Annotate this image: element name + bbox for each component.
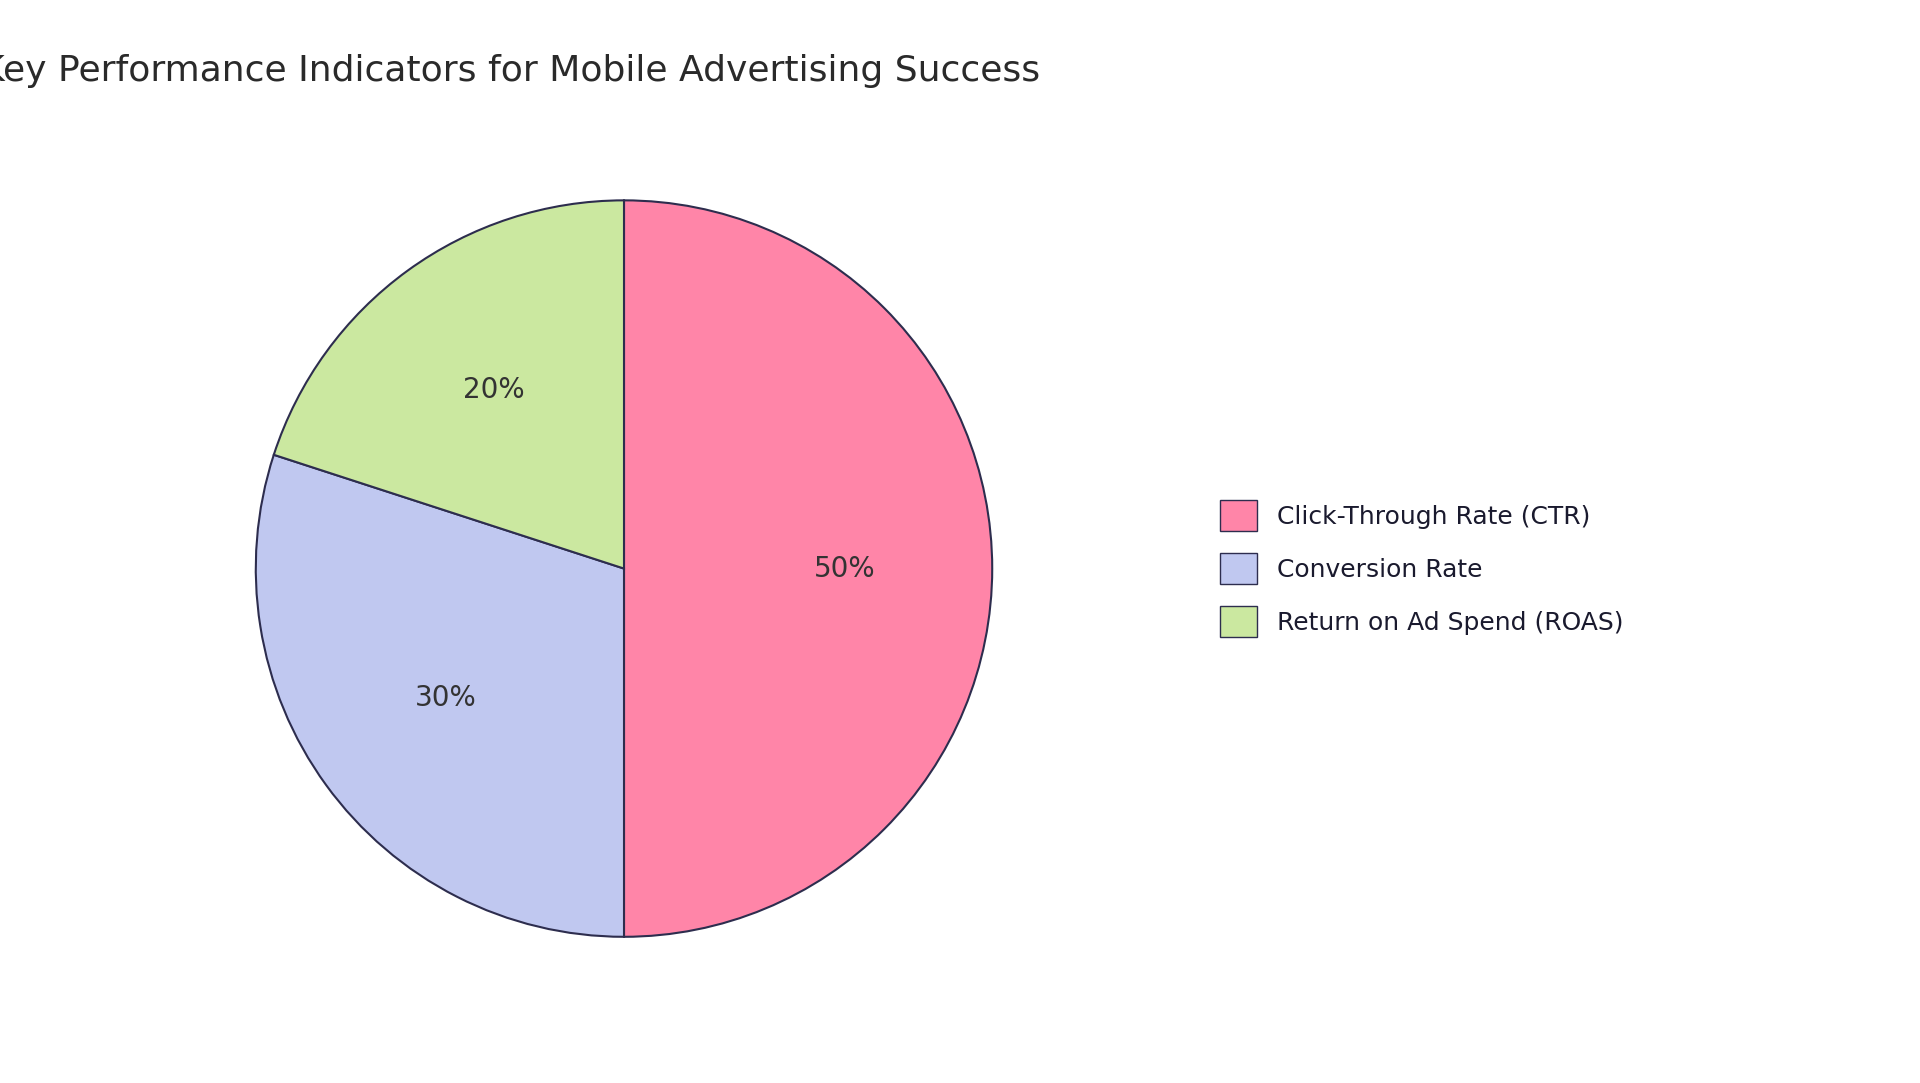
Text: 30%: 30%	[415, 684, 476, 713]
Wedge shape	[624, 200, 993, 937]
Wedge shape	[255, 455, 624, 937]
Text: 50%: 50%	[814, 554, 876, 583]
Text: 20%: 20%	[463, 376, 524, 404]
Text: Key Performance Indicators for Mobile Advertising Success: Key Performance Indicators for Mobile Ad…	[0, 54, 1041, 88]
Wedge shape	[275, 200, 624, 569]
Legend: Click-Through Rate (CTR), Conversion Rate, Return on Ad Spend (ROAS): Click-Through Rate (CTR), Conversion Rat…	[1208, 487, 1636, 650]
